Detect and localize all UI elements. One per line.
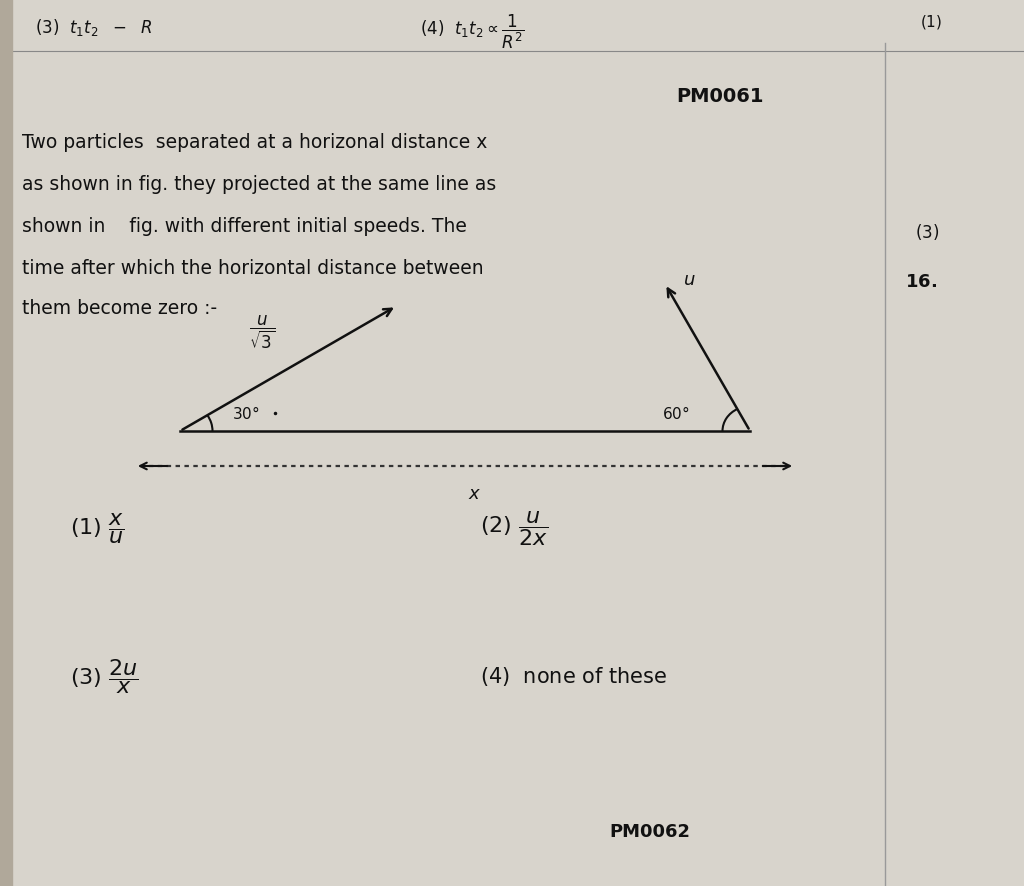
Text: $30°$: $30°$: [232, 405, 260, 422]
Text: $(1)$: $(1)$: [920, 13, 942, 31]
Text: as shown in fig. they projected at the same line as: as shown in fig. they projected at the s…: [22, 175, 497, 194]
Text: them become zero :-: them become zero :-: [22, 299, 217, 318]
Text: $(4)$  none of these: $(4)$ none of these: [480, 664, 668, 688]
Text: $(1)\ \dfrac{x}{u}$: $(1)\ \dfrac{x}{u}$: [70, 511, 125, 546]
Text: $60°$: $60°$: [662, 405, 689, 422]
Text: $(3)\ \dfrac{2u}{x}$: $(3)\ \dfrac{2u}{x}$: [70, 657, 139, 696]
Text: $u$: $u$: [683, 270, 695, 289]
Text: $(2)\ \dfrac{u}{2x}$: $(2)\ \dfrac{u}{2x}$: [480, 509, 548, 548]
Text: $\mathbf{16.}$: $\mathbf{16.}$: [905, 273, 937, 291]
Text: $(3)$: $(3)$: [915, 222, 939, 242]
Text: $(4)\ \ t_1t_2 \propto \dfrac{1}{R^2}$: $(4)\ \ t_1t_2 \propto \dfrac{1}{R^2}$: [420, 12, 524, 51]
Text: PM0062: PM0062: [609, 822, 690, 840]
Text: $x$: $x$: [468, 485, 481, 502]
Text: Two particles  separated at a horizonal distance x: Two particles separated at a horizonal d…: [22, 132, 487, 152]
Text: $(3)\ \ t_1t_2\ \ -\ \ R$: $(3)\ \ t_1t_2\ \ -\ \ R$: [35, 17, 153, 37]
Text: $\dfrac{u}{\sqrt{3}}$: $\dfrac{u}{\sqrt{3}}$: [249, 313, 275, 350]
Text: shown in    fig. with different initial speeds. The: shown in fig. with different initial spe…: [22, 217, 467, 237]
Text: PM0061: PM0061: [676, 88, 764, 106]
Text: time after which the horizontal distance between: time after which the horizontal distance…: [22, 260, 483, 278]
